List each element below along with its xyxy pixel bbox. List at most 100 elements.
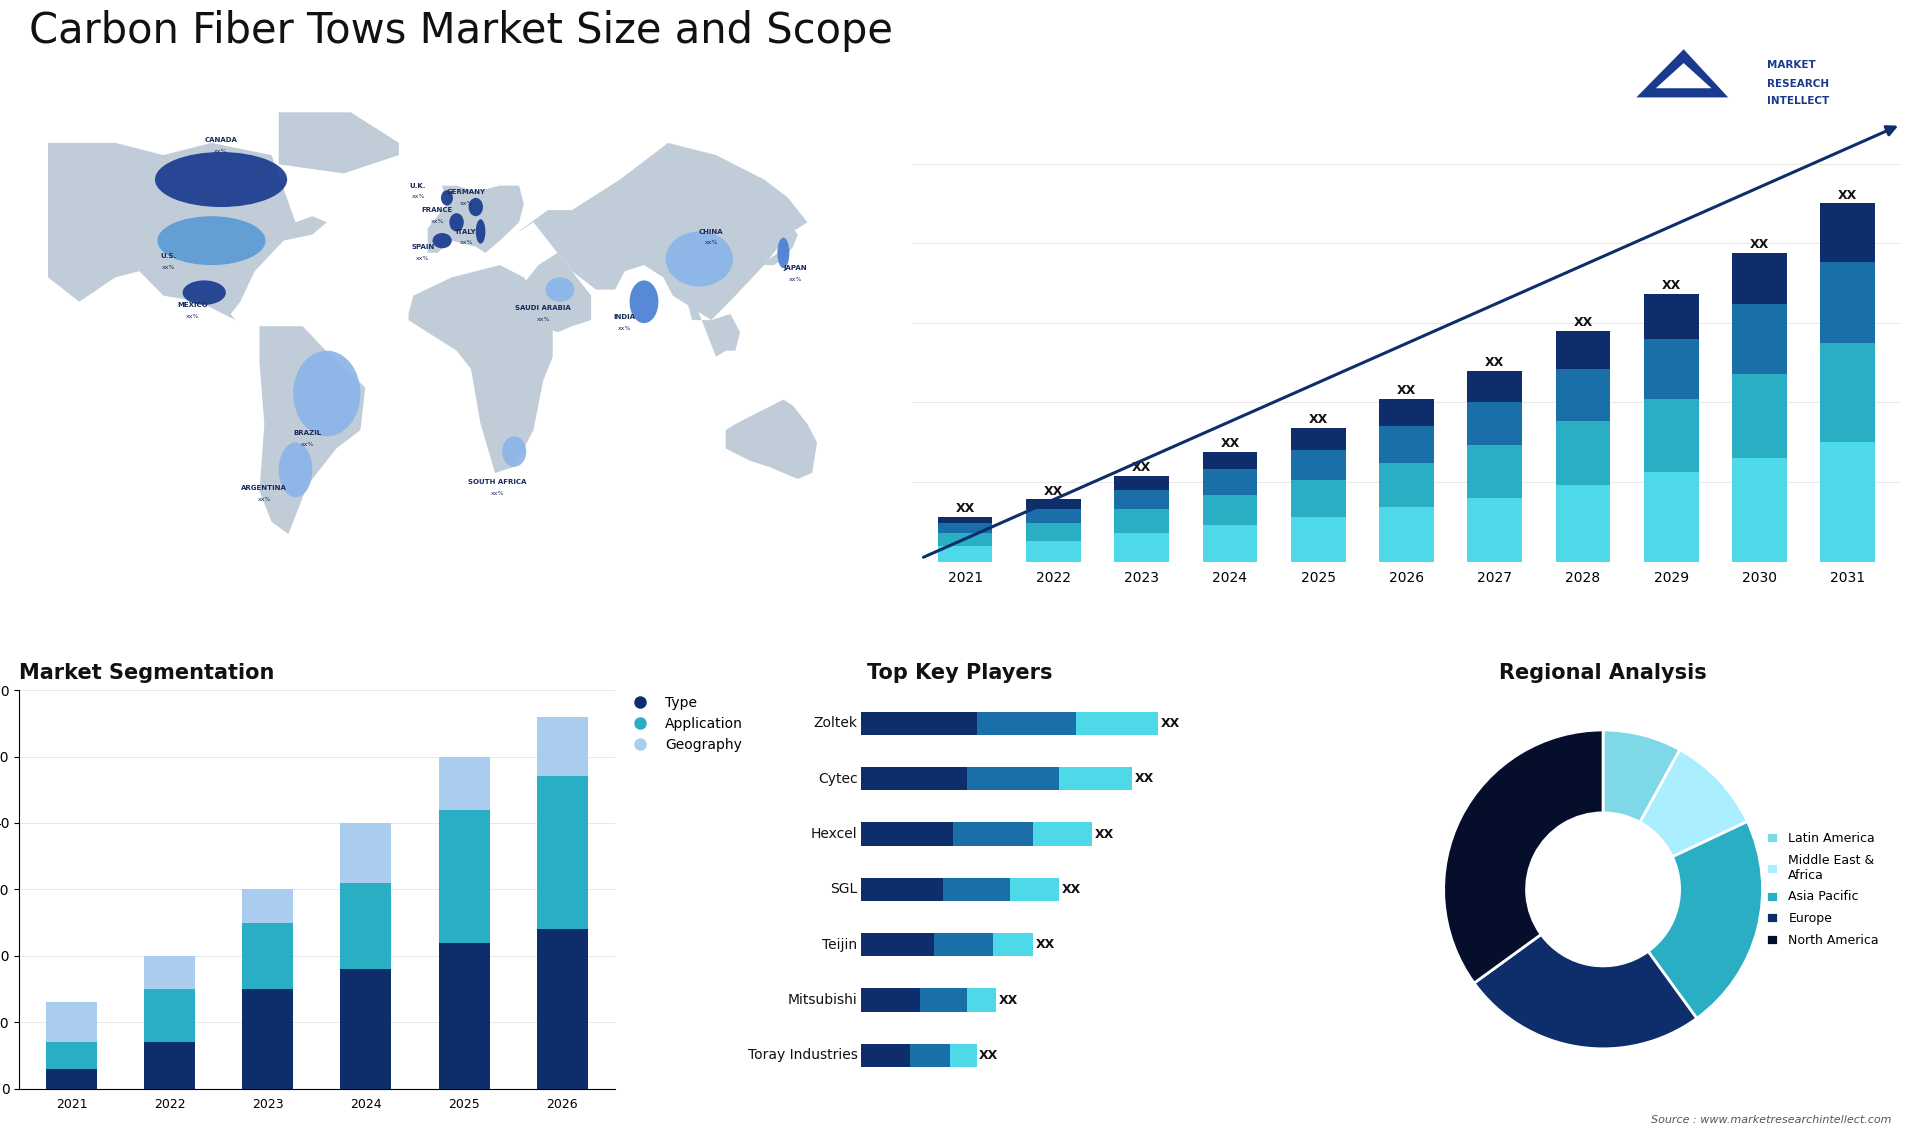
Wedge shape bbox=[1475, 934, 1697, 1049]
Polygon shape bbox=[764, 228, 799, 265]
Bar bbox=[1025, 541, 1081, 562]
Bar bbox=[1555, 369, 1611, 422]
Text: BRAZIL: BRAZIL bbox=[294, 430, 323, 437]
Text: XX: XX bbox=[1162, 716, 1181, 730]
Text: Market Segmentation: Market Segmentation bbox=[19, 664, 275, 683]
Bar bbox=[1290, 480, 1346, 517]
Bar bbox=[860, 989, 920, 1012]
Bar bbox=[1379, 463, 1434, 508]
Bar bbox=[144, 956, 196, 989]
Text: Carbon Fiber Tows Market Size and Scope: Carbon Fiber Tows Market Size and Scope bbox=[29, 9, 893, 52]
Text: U.S.: U.S. bbox=[159, 253, 177, 259]
Ellipse shape bbox=[294, 351, 361, 437]
Text: XX: XX bbox=[1749, 238, 1768, 251]
Polygon shape bbox=[687, 301, 739, 356]
Text: Mitsubishi: Mitsubishi bbox=[787, 994, 858, 1007]
Bar bbox=[1732, 304, 1788, 374]
Text: SOUTH AFRICA: SOUTH AFRICA bbox=[468, 479, 526, 485]
Bar bbox=[1644, 399, 1699, 472]
Bar bbox=[1644, 472, 1699, 562]
Text: XX: XX bbox=[979, 1049, 998, 1062]
Polygon shape bbox=[1636, 49, 1728, 97]
Bar bbox=[1025, 524, 1081, 541]
Ellipse shape bbox=[503, 437, 526, 466]
Text: xx%: xx% bbox=[705, 241, 718, 245]
Bar bbox=[1820, 204, 1876, 262]
Ellipse shape bbox=[182, 281, 227, 305]
Bar bbox=[1555, 485, 1611, 562]
Bar bbox=[144, 989, 196, 1042]
Bar bbox=[340, 970, 392, 1089]
Polygon shape bbox=[428, 186, 524, 253]
Bar bbox=[46, 1003, 98, 1042]
Bar bbox=[1202, 469, 1258, 495]
Bar bbox=[1644, 295, 1699, 339]
Bar bbox=[910, 1044, 950, 1067]
Bar bbox=[536, 777, 588, 929]
Ellipse shape bbox=[630, 281, 659, 323]
Text: XX: XX bbox=[1035, 939, 1054, 951]
Text: XX: XX bbox=[1398, 384, 1417, 398]
Wedge shape bbox=[1603, 730, 1680, 823]
Polygon shape bbox=[1655, 63, 1711, 88]
Bar bbox=[1732, 374, 1788, 458]
Bar bbox=[1075, 712, 1158, 735]
Polygon shape bbox=[278, 112, 399, 173]
Ellipse shape bbox=[442, 190, 453, 205]
Bar bbox=[1290, 450, 1346, 480]
Bar bbox=[1202, 525, 1258, 562]
Text: INDIA: INDIA bbox=[614, 314, 636, 320]
Text: xx%: xx% bbox=[789, 277, 803, 282]
Ellipse shape bbox=[545, 277, 574, 301]
Text: XX: XX bbox=[1094, 827, 1114, 840]
Text: XX: XX bbox=[1044, 485, 1064, 497]
Bar bbox=[1379, 426, 1434, 463]
Bar bbox=[1290, 517, 1346, 562]
Bar bbox=[1644, 339, 1699, 399]
Legend: Type, Application, Geography: Type, Application, Geography bbox=[620, 690, 749, 758]
Bar bbox=[937, 517, 993, 524]
Text: CHINA: CHINA bbox=[699, 228, 724, 235]
Bar bbox=[860, 933, 933, 957]
Ellipse shape bbox=[156, 152, 288, 207]
Wedge shape bbox=[1444, 730, 1603, 983]
Bar bbox=[1202, 452, 1258, 469]
Text: xx%: xx% bbox=[459, 241, 472, 245]
Polygon shape bbox=[259, 327, 365, 534]
Bar bbox=[1114, 533, 1169, 562]
Text: XX: XX bbox=[956, 502, 975, 515]
Ellipse shape bbox=[476, 219, 486, 244]
Bar bbox=[1060, 767, 1133, 791]
Bar bbox=[1202, 495, 1258, 525]
Bar bbox=[438, 756, 490, 810]
Ellipse shape bbox=[468, 198, 484, 217]
Text: ARGENTINA: ARGENTINA bbox=[242, 485, 288, 492]
Text: xx%: xx% bbox=[161, 265, 175, 269]
Bar bbox=[144, 1042, 196, 1089]
Text: Source : www.marketresearchintellect.com: Source : www.marketresearchintellect.com bbox=[1651, 1115, 1891, 1125]
Bar bbox=[993, 933, 1033, 957]
Wedge shape bbox=[1647, 822, 1763, 1019]
Bar bbox=[860, 1044, 910, 1067]
Text: SGL: SGL bbox=[829, 882, 858, 896]
Title: Regional Analysis: Regional Analysis bbox=[1500, 664, 1707, 683]
Text: RESEARCH: RESEARCH bbox=[1766, 79, 1830, 88]
Text: XX: XX bbox=[1135, 772, 1154, 785]
Text: XX: XX bbox=[1837, 188, 1857, 202]
Text: xx%: xx% bbox=[215, 149, 228, 154]
Text: MEXICO: MEXICO bbox=[177, 301, 207, 308]
Bar bbox=[1467, 446, 1523, 497]
Bar bbox=[340, 823, 392, 882]
Text: XX: XX bbox=[1133, 461, 1152, 473]
Bar bbox=[860, 767, 966, 791]
Bar bbox=[937, 533, 993, 545]
Bar bbox=[1025, 500, 1081, 509]
Text: GERMANY: GERMANY bbox=[447, 189, 486, 195]
Polygon shape bbox=[515, 143, 808, 320]
Text: XX: XX bbox=[1062, 882, 1081, 896]
Text: INTELLECT: INTELLECT bbox=[1766, 96, 1830, 105]
Text: XX: XX bbox=[1221, 437, 1240, 449]
Bar bbox=[242, 889, 294, 923]
Bar bbox=[1732, 458, 1788, 562]
Ellipse shape bbox=[449, 213, 465, 231]
